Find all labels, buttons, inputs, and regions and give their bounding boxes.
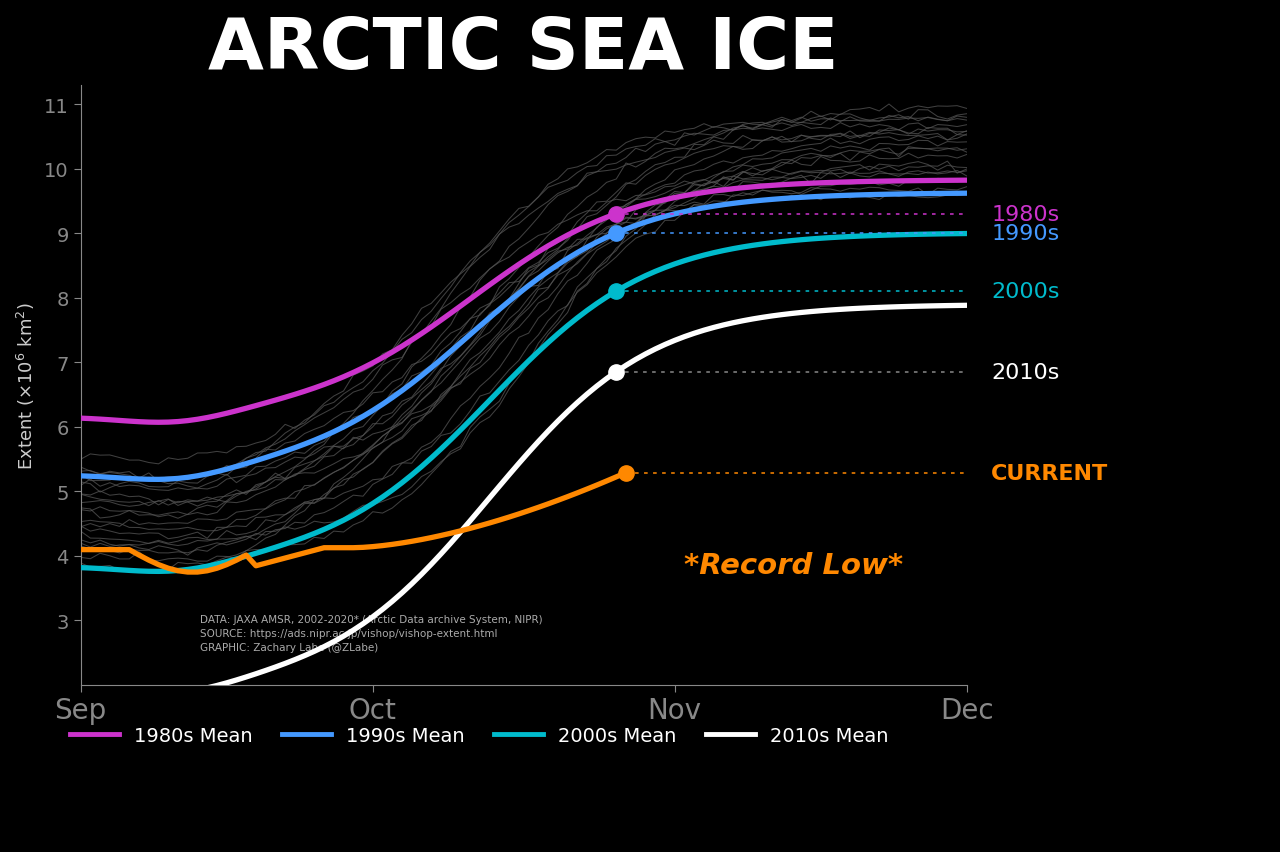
- Title: ARCTIC SEA ICE: ARCTIC SEA ICE: [209, 15, 838, 83]
- Text: 1990s: 1990s: [991, 224, 1060, 244]
- Text: CURRENT: CURRENT: [991, 463, 1108, 483]
- Legend: 1980s Mean, 1990s Mean, 2000s Mean, 2010s Mean: 1980s Mean, 1990s Mean, 2000s Mean, 2010…: [63, 718, 896, 753]
- Y-axis label: Extent (×$10^6$ km$^2$): Extent (×$10^6$ km$^2$): [15, 302, 37, 469]
- Text: 2010s: 2010s: [991, 362, 1060, 383]
- Text: DATA: JAXA AMSR, 2002-2020* (Arctic Data archive System, NIPR)
SOURCE: https://a: DATA: JAXA AMSR, 2002-2020* (Arctic Data…: [200, 613, 543, 652]
- Text: 2000s: 2000s: [991, 282, 1060, 302]
- Text: 1980s: 1980s: [991, 204, 1060, 224]
- Text: *Record Low*: *Record Low*: [685, 551, 904, 579]
